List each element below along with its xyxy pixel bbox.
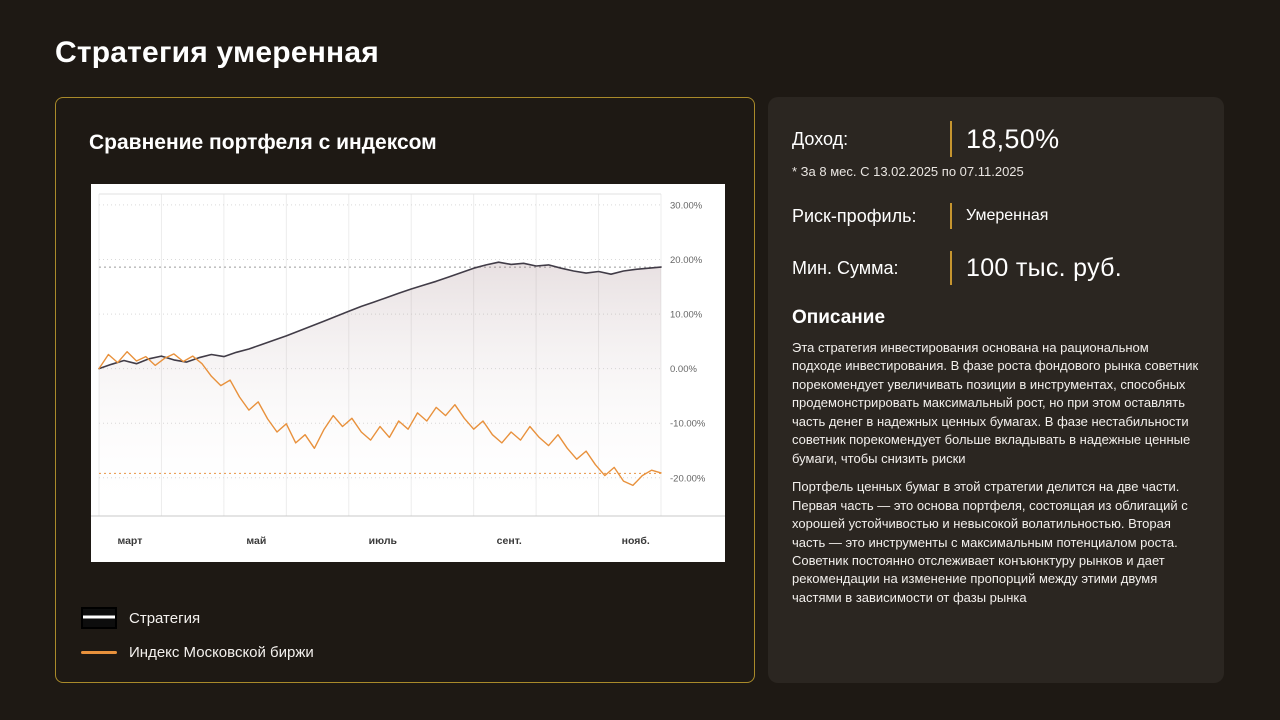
index-line-icon bbox=[81, 650, 117, 654]
risk-profile-value: Умеренная bbox=[966, 207, 1049, 224]
income-value: 18,50% bbox=[966, 123, 1060, 154]
min-sum-row: Мин. Сумма: 100 тыс. руб. bbox=[792, 251, 1200, 285]
chart-legend: Стратегия Индекс Московской биржи bbox=[81, 606, 314, 664]
svg-text:20.00%: 20.00% bbox=[670, 255, 703, 266]
svg-text:июль: июль bbox=[369, 535, 398, 547]
income-row: Доход: 18,50% bbox=[792, 121, 1200, 157]
svg-text:-20.00%: -20.00% bbox=[670, 473, 706, 484]
risk-profile-row: Риск-профиль: Умеренная bbox=[792, 203, 1200, 229]
legend-item-strategy: Стратегия bbox=[81, 606, 314, 630]
svg-text:30.00%: 30.00% bbox=[670, 200, 703, 211]
income-note: * За 8 мес. С 13.02.2025 по 07.11.2025 bbox=[792, 164, 1024, 179]
legend-label-strategy: Стратегия bbox=[129, 609, 201, 627]
description-title: Описание bbox=[792, 307, 886, 328]
strategy-swatch-icon bbox=[81, 607, 117, 629]
svg-text:сент.: сент. bbox=[497, 535, 522, 547]
description-paragraph-2: Портфель ценных бумаг в этой стратегии д… bbox=[792, 479, 1188, 605]
page-title: Стратегия умеренная bbox=[55, 36, 379, 69]
comparison-chart-svg: 30.00% 20.00% 10.00% 0.00% -10.00% -20.00% мар… bbox=[91, 184, 725, 562]
description-paragraph-1: Эта стратегия инвестирования основана на… bbox=[792, 340, 1199, 466]
legend-label-index: Индекс Московской биржи bbox=[129, 643, 314, 661]
min-sum-label: Мин. Сумма: bbox=[792, 257, 899, 278]
comparison-chart: 30.00% 20.00% 10.00% 0.00% -10.00% -20.00% мар… bbox=[91, 184, 725, 562]
svg-text:10.00%: 10.00% bbox=[670, 310, 703, 321]
gold-divider bbox=[950, 203, 952, 229]
chart-card: Сравнение портфеля с индексом 30.00% 20.0… bbox=[55, 97, 755, 683]
min-sum-value: 100 тыс. руб. bbox=[966, 253, 1123, 282]
svg-text:май: май bbox=[246, 535, 266, 547]
income-label: Доход: bbox=[792, 128, 849, 149]
legend-item-index: Индекс Московской биржи bbox=[81, 640, 314, 664]
risk-profile-label: Риск-профиль: bbox=[792, 205, 917, 226]
svg-text:-10.00%: -10.00% bbox=[670, 419, 706, 430]
chart-card-title: Сравнение портфеля с индексом bbox=[89, 131, 437, 154]
svg-text:нояб.: нояб. bbox=[622, 535, 650, 547]
gold-divider bbox=[950, 251, 952, 285]
svg-text:март: март bbox=[117, 535, 142, 547]
info-card: Доход: 18,50% * За 8 мес. С 13.02.2025 п… bbox=[768, 97, 1224, 683]
gold-divider bbox=[950, 121, 952, 157]
svg-text:0.00%: 0.00% bbox=[670, 364, 697, 375]
